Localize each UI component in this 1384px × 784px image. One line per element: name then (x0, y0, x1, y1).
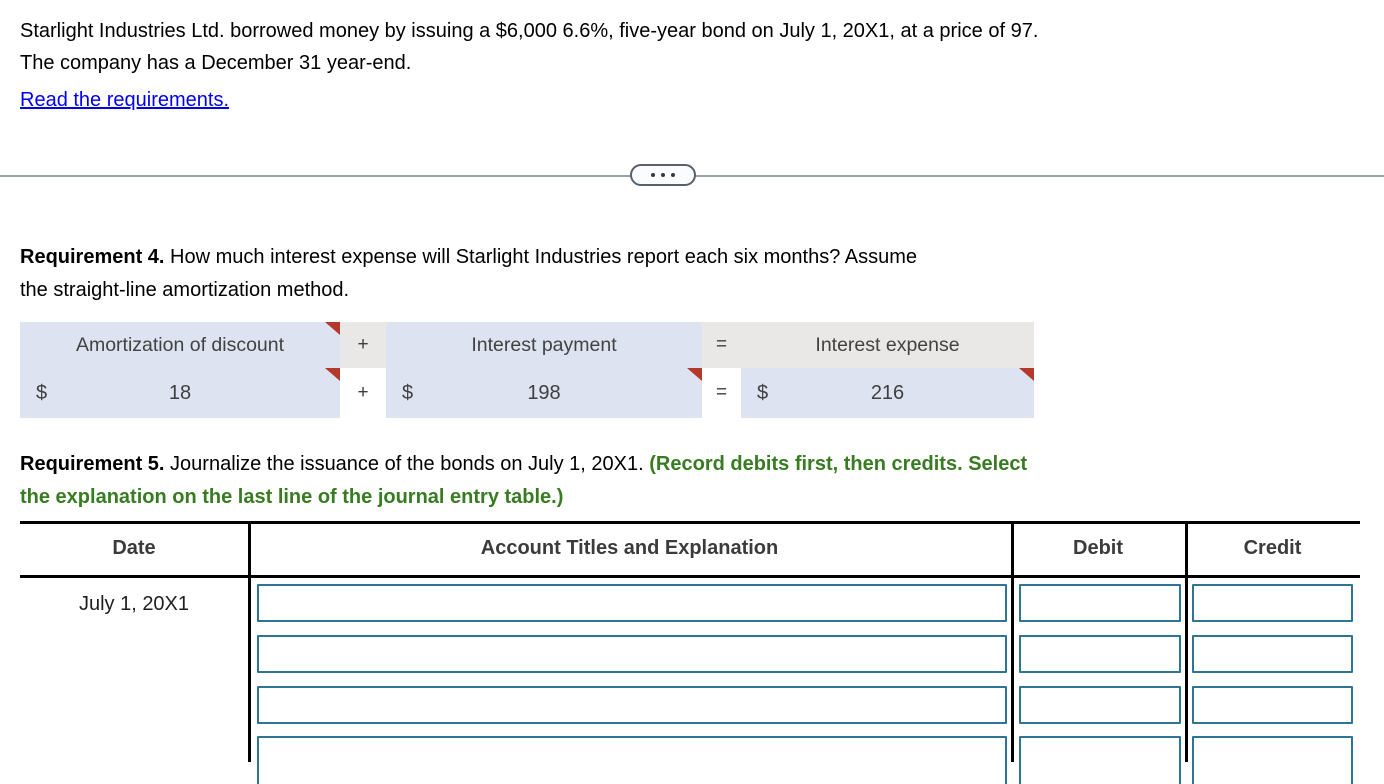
requirement4-heading: Requirement 4. How much interest expense… (20, 241, 1360, 307)
interest-expense-value: 216 (870, 382, 905, 404)
credit-input[interactable] (1192, 584, 1353, 622)
interest-payment-label: Interest payment (471, 334, 617, 356)
credit-column-divider (1185, 521, 1188, 762)
interest-expense-header: Interest expense (741, 322, 1034, 368)
amortization-of-discount-value-field[interactable]: $ 18 (20, 368, 340, 418)
intro-line2: The company has a December 31 year-end. (20, 52, 412, 74)
read-requirements-link[interactable]: Read the requirements. (20, 89, 230, 111)
intro-line1: Starlight Industries Ltd. borrowed money… (20, 20, 1039, 42)
equals-operator-header: = (702, 322, 741, 368)
interest-payment-value-field[interactable]: $ 198 (386, 368, 702, 418)
debit-input[interactable] (1019, 584, 1181, 622)
debit-input[interactable] (1019, 736, 1181, 784)
account-column-header: Account Titles and Explanation (480, 537, 779, 559)
currency-symbol: $ (36, 382, 48, 404)
currency-symbol: $ (757, 382, 769, 404)
date-column-header: Date (112, 537, 156, 559)
ellipsis-icon (661, 173, 665, 177)
requirement5-instruction-line2: the explanation on the last line of the … (20, 486, 564, 508)
correct-marker-icon (325, 368, 340, 381)
equals-sign: = (715, 382, 728, 403)
account-titles-input[interactable] (257, 736, 1007, 784)
debit-input[interactable] (1019, 635, 1181, 673)
journal-header-divider (20, 575, 1360, 578)
debit-column-divider (1011, 521, 1014, 762)
amortization-of-discount-label: Amortization of discount (75, 334, 285, 356)
interest-payment-header-field[interactable]: Interest payment (386, 322, 702, 368)
credit-input[interactable] (1192, 635, 1353, 673)
ellipsis-icon (651, 173, 655, 177)
requirement5-heading: Requirement 5. Journalize the issuance o… (20, 448, 1365, 514)
requirement5-text: Journalize the issuance of the bonds on … (164, 453, 650, 475)
correct-marker-icon (1019, 368, 1034, 381)
currency-symbol: $ (402, 382, 414, 404)
ellipsis-icon (671, 173, 675, 177)
amortization-of-discount-value: 18 (168, 382, 192, 404)
credit-column-header: Credit (1243, 537, 1302, 559)
amortization-of-discount-header-field[interactable]: Amortization of discount (20, 322, 340, 368)
correct-marker-icon (687, 368, 702, 381)
intro-text: Starlight Industries Ltd. borrowed money… (20, 15, 1360, 79)
requirement5-instruction-line1: (Record debits first, then credits. Sele… (649, 453, 1028, 475)
requirement4-text-line1: How much interest expense will Starlight… (164, 246, 918, 268)
interest-expense-label: Interest expense (815, 334, 960, 356)
debit-column-header: Debit (1073, 537, 1123, 559)
formula-table: Amortization of discount + Interest paym… (20, 322, 1034, 418)
equals-sign: = (715, 334, 728, 355)
journal-date-cell: July 1, 20X1 (78, 593, 190, 615)
requirement5-title: Requirement 5. (20, 453, 165, 475)
date-column-divider (248, 521, 251, 762)
plus-sign: + (357, 334, 369, 355)
correct-marker-icon (325, 322, 340, 335)
account-titles-input[interactable] (257, 635, 1007, 673)
requirement4-text-line2: the straight-line amortization method. (20, 279, 350, 301)
debit-input[interactable] (1019, 686, 1181, 724)
interest-expense-value-field[interactable]: $ 216 (741, 368, 1034, 418)
credit-input[interactable] (1192, 686, 1353, 724)
ellipsis-button[interactable] (630, 164, 696, 186)
journal-top-border (20, 521, 1360, 524)
account-titles-input[interactable] (257, 584, 1007, 622)
interest-payment-value: 198 (527, 382, 561, 404)
requirement4-title: Requirement 4. (20, 246, 165, 268)
plus-sign: + (357, 382, 369, 403)
account-titles-input[interactable] (257, 686, 1007, 724)
credit-input[interactable] (1192, 736, 1353, 784)
plus-operator-header: + (340, 322, 386, 368)
equals-operator-value: = (702, 368, 741, 418)
plus-operator-value: + (340, 368, 386, 418)
